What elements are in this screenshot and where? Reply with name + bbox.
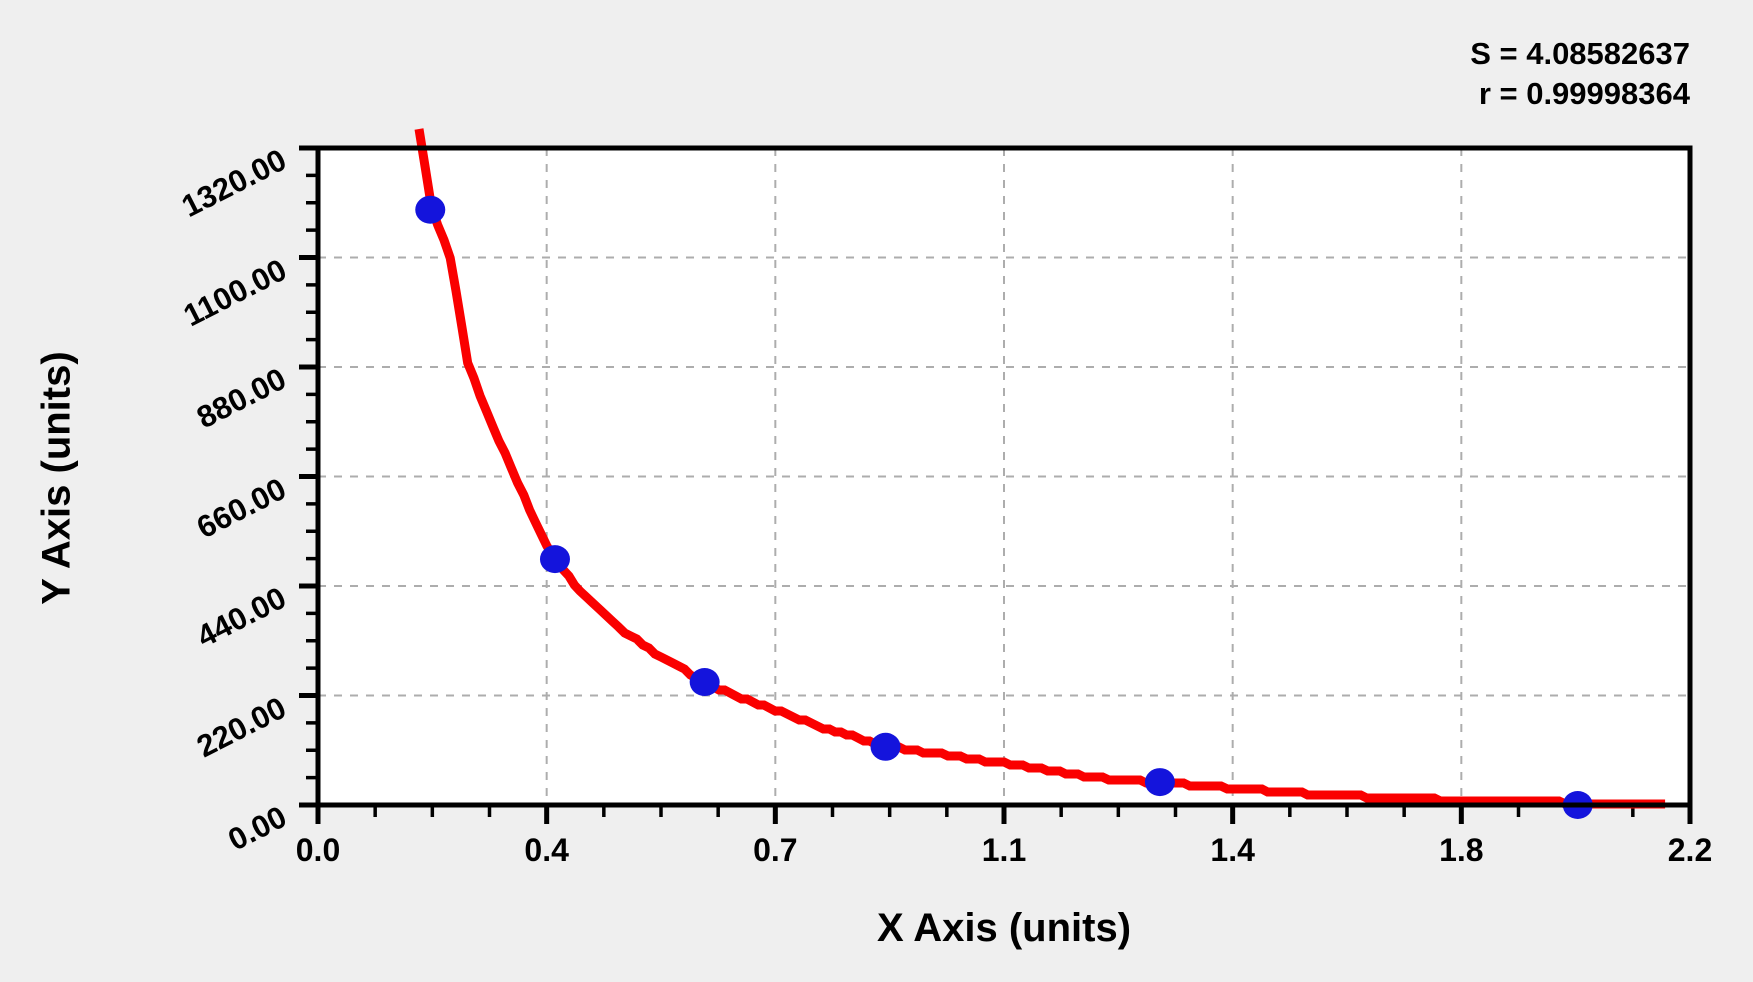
y-axis-title: Y Axis (units) — [34, 351, 79, 605]
data-point — [415, 195, 446, 224]
s-value: S = 4.08582637 — [1470, 36, 1690, 71]
x-tick-label: 1.4 — [1210, 832, 1255, 868]
r-value: r = 0.99998364 — [1478, 76, 1690, 111]
x-tick-label: 1.8 — [1439, 832, 1484, 868]
data-point — [539, 545, 570, 574]
x-tick-label: 2.2 — [1667, 832, 1713, 868]
x-axis-title: X Axis (units) — [876, 906, 1132, 950]
data-point — [870, 732, 901, 761]
x-tick-label: 0.0 — [295, 832, 341, 868]
x-tick-label: 0.4 — [524, 832, 569, 868]
data-point — [1144, 768, 1175, 797]
fit-statistics: S = 4.08582637 r = 0.99998364 — [1470, 34, 1690, 114]
fitted-curve — [414, 128, 1666, 809]
data-point — [689, 668, 720, 697]
x-tick-label: 0.7 — [753, 832, 798, 868]
plot-frame — [315, 145, 1693, 808]
x-tick-label: 1.1 — [981, 832, 1027, 868]
